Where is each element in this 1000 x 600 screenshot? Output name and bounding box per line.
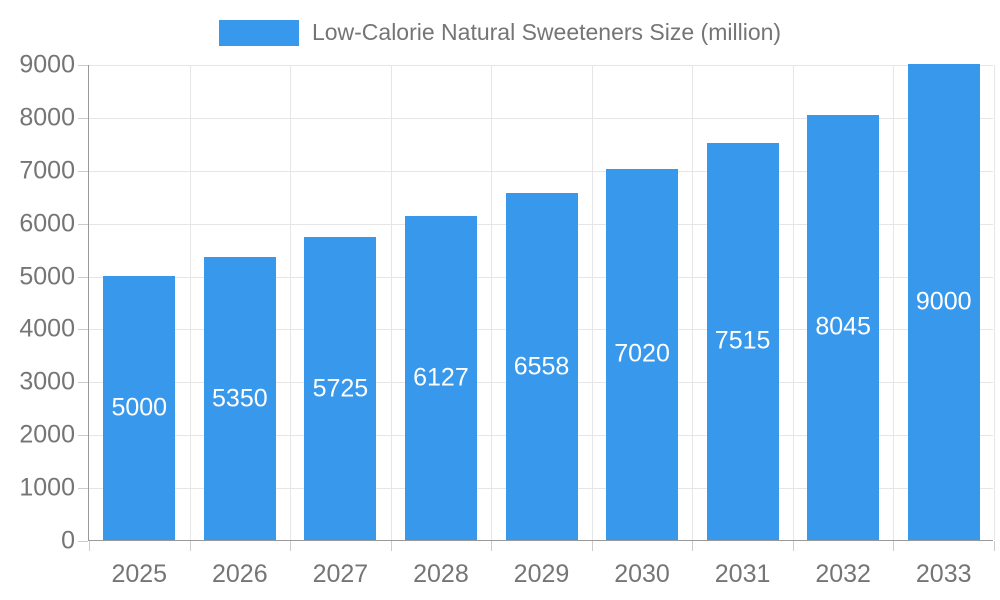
x-axis-tick — [189, 541, 191, 551]
x-axis-tick-label: 2032 — [815, 560, 871, 588]
x-axis-tick — [89, 541, 90, 551]
bar-value-label: 9000 — [915, 287, 972, 316]
x-axis-tick — [290, 541, 292, 551]
y-axis-tick — [78, 276, 88, 278]
vertical-gridline — [290, 65, 292, 540]
bar-2033[interactable]: 9000 — [907, 64, 980, 540]
vertical-gridline — [390, 65, 392, 540]
x-axis-tick-label: 2031 — [714, 560, 771, 588]
bar-2028[interactable]: 6127 — [404, 215, 477, 540]
y-axis-tick-label: 0 — [61, 526, 75, 555]
bar-2031[interactable]: 7515 — [706, 142, 779, 540]
x-axis-tick — [893, 541, 895, 551]
y-axis-tick — [78, 65, 88, 66]
x-axis-tick-label: 2030 — [614, 560, 670, 588]
bar-value-label: 8045 — [815, 312, 871, 341]
bar-value-label: 6127 — [413, 363, 469, 392]
bar-2029[interactable]: 6558 — [505, 193, 578, 540]
y-axis-tick-label: 9000 — [19, 50, 75, 79]
horizontal-gridline — [89, 170, 993, 172]
y-axis-tick — [78, 329, 88, 331]
horizontal-gridline — [89, 117, 993, 119]
y-axis-tick-label: 1000 — [19, 473, 75, 502]
x-axis-tick-label: 2029 — [513, 560, 570, 588]
x-axis-tick-label: 2025 — [111, 560, 168, 588]
y-axis-tick — [78, 488, 88, 490]
x-axis-tick — [994, 541, 995, 551]
vertical-gridline — [792, 65, 794, 540]
y-axis-tick-label: 7000 — [19, 156, 75, 185]
x-axis-tick-label: 2026 — [212, 560, 268, 588]
y-axis-tick — [78, 223, 88, 225]
vertical-gridline — [692, 65, 694, 540]
y-axis-tick — [78, 382, 88, 384]
y-axis-tick-label: 8000 — [19, 103, 75, 132]
bar-value-label: 5350 — [212, 384, 268, 413]
x-axis-tick-label: 2033 — [915, 560, 972, 588]
bar-2025[interactable]: 5000 — [103, 275, 176, 540]
bar-value-label: 6558 — [513, 352, 570, 381]
x-axis-tick-label: 2027 — [312, 560, 369, 588]
y-axis-tick-label: 5000 — [19, 262, 75, 291]
y-axis-tick-label: 4000 — [19, 314, 75, 343]
bar-2027[interactable]: 5725 — [304, 237, 377, 540]
y-axis-tick-label: 2000 — [19, 420, 75, 449]
bar-value-label: 7020 — [614, 339, 670, 368]
bar-value-label: 5725 — [312, 374, 369, 403]
x-axis-tick — [692, 541, 694, 551]
bar-2032[interactable]: 8045 — [807, 114, 880, 540]
y-axis-tick-label: 6000 — [19, 209, 75, 238]
bar-2030[interactable]: 7020 — [606, 168, 679, 540]
y-axis-tick — [78, 435, 88, 437]
y-axis-tick — [78, 541, 88, 542]
x-axis-tick-label: 2028 — [413, 560, 469, 588]
y-axis-tick — [78, 117, 88, 119]
y-axis-tick-label: 3000 — [19, 367, 75, 396]
bar-2026[interactable]: 5350 — [203, 257, 276, 540]
x-axis-tick — [792, 541, 794, 551]
vertical-gridline — [893, 65, 895, 540]
bar-value-label: 5000 — [111, 393, 168, 422]
chart-legend[interactable]: Low-Calorie Natural Sweeteners Size (mil… — [0, 19, 1000, 46]
horizontal-gridline — [89, 65, 993, 66]
vertical-gridline — [189, 65, 191, 540]
legend-label: Low-Calorie Natural Sweeteners Size (mil… — [311, 19, 782, 45]
legend-swatch — [218, 19, 299, 46]
x-axis-tick — [491, 541, 493, 551]
x-axis-tick — [390, 541, 392, 551]
x-axis-tick — [591, 541, 593, 551]
bar-value-label: 7515 — [714, 326, 771, 355]
plot-area: 0 1000 2000 3000 4000 5000 6000 7000 8000 9000 500… — [19, 52, 995, 588]
vertical-gridline — [491, 65, 493, 540]
vertical-gridline — [591, 65, 593, 540]
vertical-gridline — [994, 65, 995, 540]
y-axis-tick — [78, 170, 88, 172]
